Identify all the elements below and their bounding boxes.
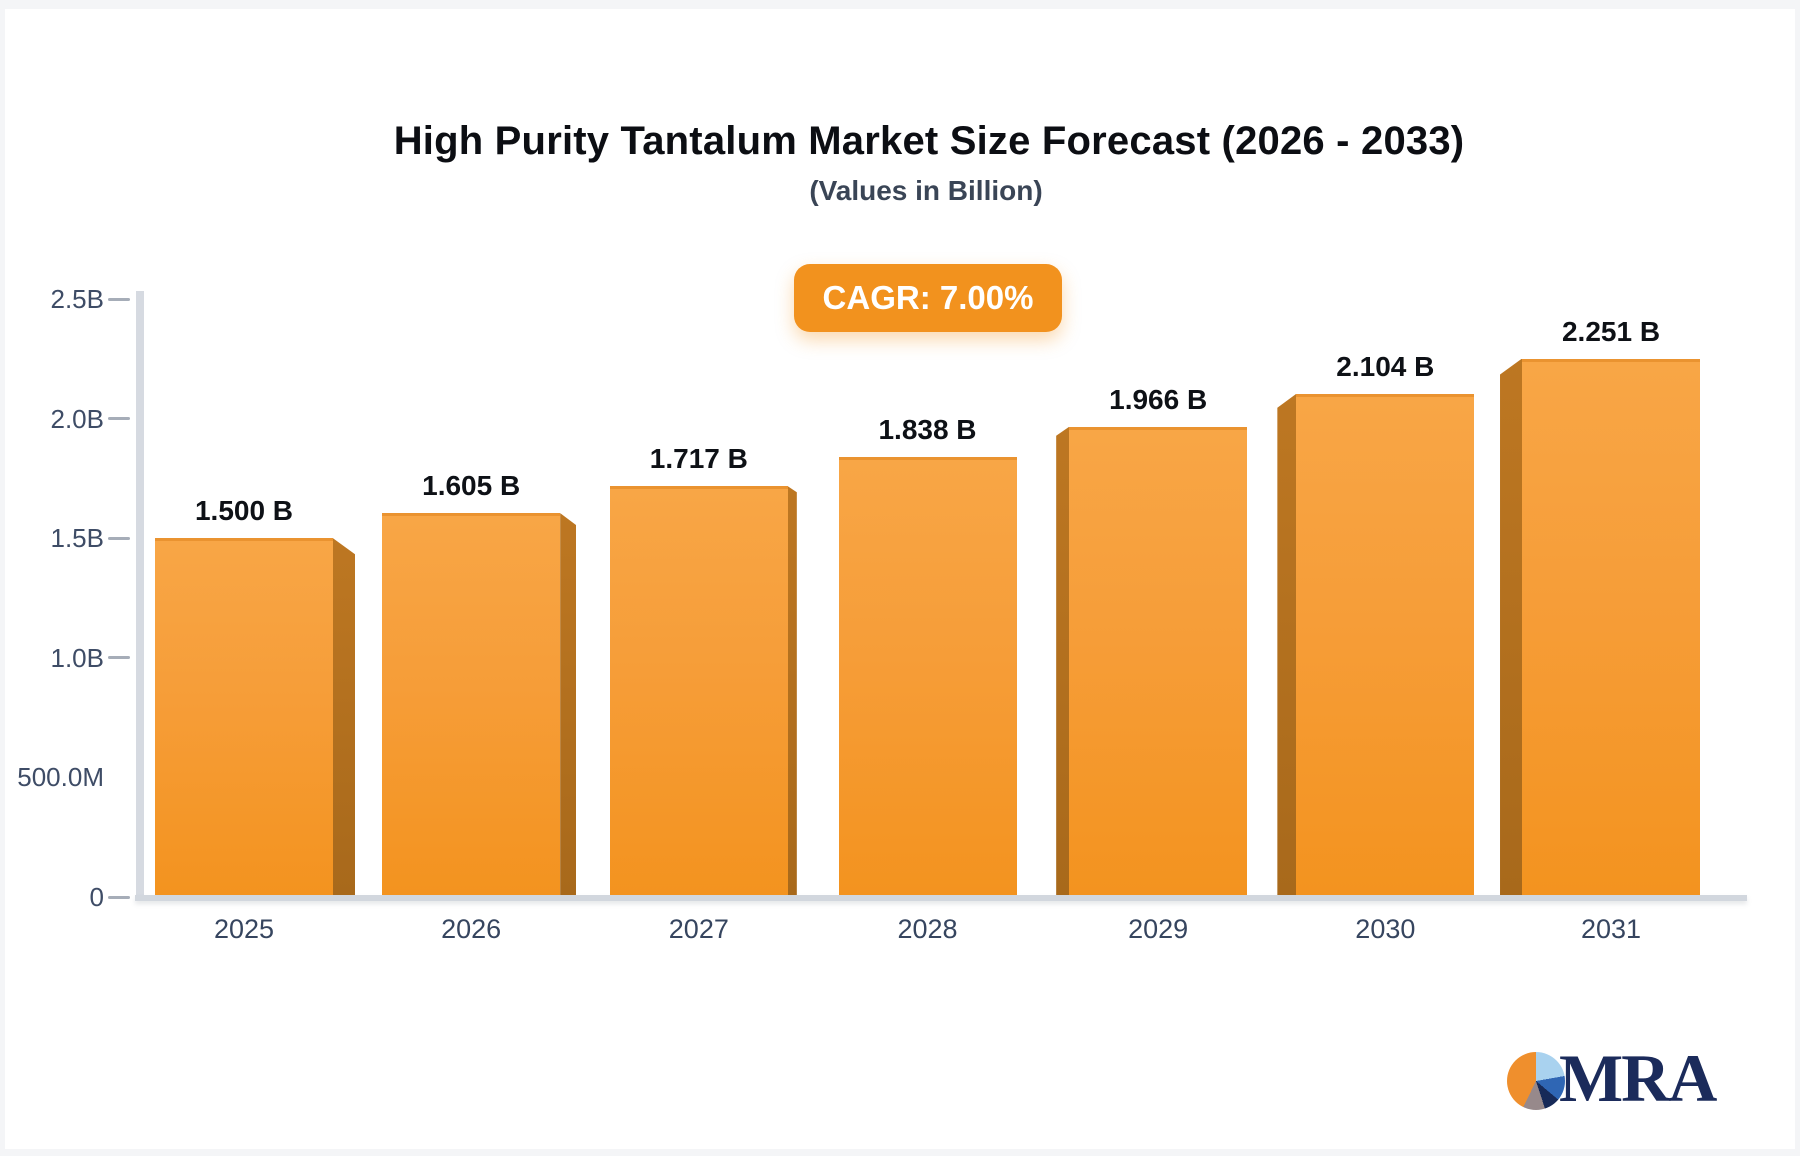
chart-card: High Purity Tantalum Market Size Forecas… xyxy=(5,9,1795,1149)
y-axis-tick xyxy=(108,297,130,301)
y-axis-tick xyxy=(108,895,130,899)
bar-value-label: 2.251 B xyxy=(1561,315,1661,347)
cagr-badge: CAGR: 7.00% xyxy=(794,264,1062,332)
chart-subtitle: (Values in Billion) xyxy=(809,175,1043,206)
bar-3d-side xyxy=(787,486,797,895)
bar xyxy=(838,457,1017,895)
x-axis-label: 2031 xyxy=(1580,914,1642,944)
bar-value-label: 1.966 B xyxy=(1109,383,1208,415)
bar-value-label: 2.104 B xyxy=(1336,350,1435,382)
chart-title: High Purity Tantalum Market Size Forecas… xyxy=(393,119,1465,163)
x-axis-baseline xyxy=(135,895,1747,901)
y-axis-label: 1.5B xyxy=(50,523,105,554)
bar-value-label: 1.838 B xyxy=(878,414,977,446)
bar xyxy=(1069,426,1248,895)
bar-3d-side xyxy=(1500,358,1523,895)
y-axis-label: 2.0B xyxy=(50,403,105,434)
mra-logo: MRA xyxy=(1507,1040,1717,1116)
bar-value-label: 1.500 B xyxy=(194,495,294,527)
bar xyxy=(382,513,561,895)
x-axis-label: 2026 xyxy=(441,914,502,944)
y-axis-label: 1.0B xyxy=(50,642,105,673)
bar-3d-side xyxy=(1056,426,1070,895)
y-axis-tick xyxy=(108,656,130,660)
y-axis-line xyxy=(136,291,144,901)
bar-value-label: 1.717 B xyxy=(649,443,748,475)
bar xyxy=(1522,358,1701,895)
bar-value-label: 1.605 B xyxy=(422,470,521,502)
bar xyxy=(155,538,333,895)
pie-chart-logo-icon xyxy=(1507,1052,1565,1110)
x-axis-label: 2030 xyxy=(1355,914,1416,944)
x-axis-label: 2027 xyxy=(668,914,729,944)
y-axis-tick xyxy=(108,536,130,540)
x-axis-label: 2028 xyxy=(897,914,958,944)
x-axis-label: 2029 xyxy=(1128,914,1189,944)
bar xyxy=(1296,393,1475,895)
bar-3d-side xyxy=(560,513,577,895)
mra-logo-text: MRA xyxy=(1559,1040,1717,1116)
y-axis-tick xyxy=(108,417,130,421)
bar xyxy=(609,486,788,895)
y-axis-label: 0 xyxy=(89,882,104,912)
y-axis-label: 500.0M xyxy=(17,762,104,793)
y-axis-label: 2.5B xyxy=(50,284,105,314)
x-axis-label: 2025 xyxy=(213,914,275,944)
bar-3d-side xyxy=(333,538,355,895)
bar-3d-side xyxy=(1277,393,1297,895)
